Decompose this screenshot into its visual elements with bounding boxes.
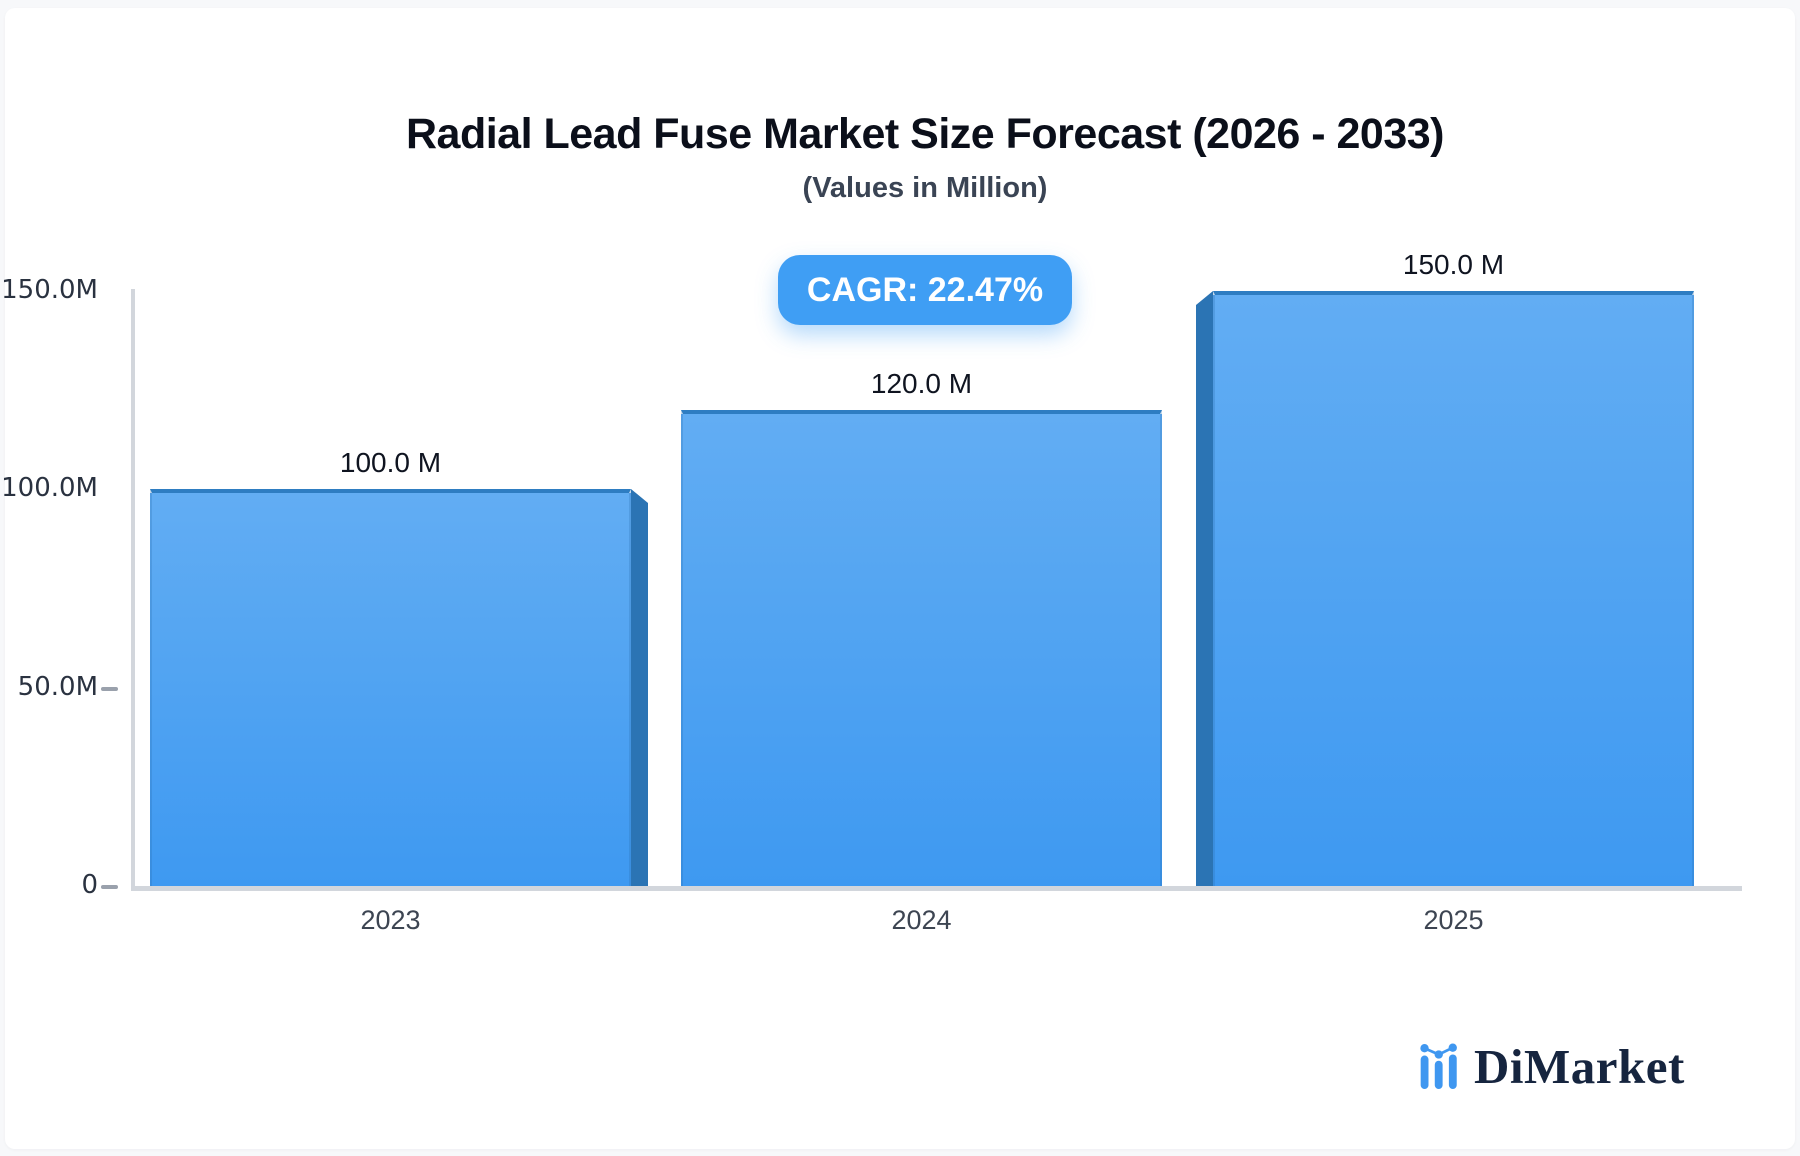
dimarket-logo-text: DiMarket <box>1474 1038 1685 1094</box>
y-axis-label: 50.0M <box>17 672 98 702</box>
x-axis-label: 2025 <box>1423 905 1484 935</box>
y-axis-tick <box>101 687 118 691</box>
bar-line-chart-icon <box>1420 1043 1457 1089</box>
bar-2024 <box>681 410 1162 886</box>
bar-2025 <box>1213 291 1694 886</box>
bar-2023 <box>150 489 631 886</box>
chart-subtitle: (Values in Million) <box>802 172 1048 204</box>
x-axis-line <box>131 886 1742 891</box>
cagr-badge-label: CAGR: 22.47% <box>806 270 1044 309</box>
bar-value-label: 120.0 M <box>870 368 973 399</box>
bar-3d-side <box>631 489 648 886</box>
y-axis-tick <box>101 885 118 889</box>
dimarket-logo: DiMarket <box>1420 1038 1685 1094</box>
chart-title: Radial Lead Fuse Market Size Forecast (2… <box>405 110 1445 158</box>
bar-3d-side <box>1196 291 1213 886</box>
cagr-badge: CAGR: 22.47% <box>778 255 1072 325</box>
y-axis-line <box>131 289 135 891</box>
y-axis-label: 100.0M <box>1 473 98 503</box>
y-axis-label: 0 <box>81 870 98 900</box>
y-axis-label: 150.0M <box>1 275 98 305</box>
x-axis-label: 2024 <box>891 905 952 935</box>
x-axis-label: 2023 <box>360 905 421 935</box>
bar-value-label: 100.0 M <box>339 447 442 478</box>
bar-value-label: 150.0 M <box>1402 249 1505 280</box>
